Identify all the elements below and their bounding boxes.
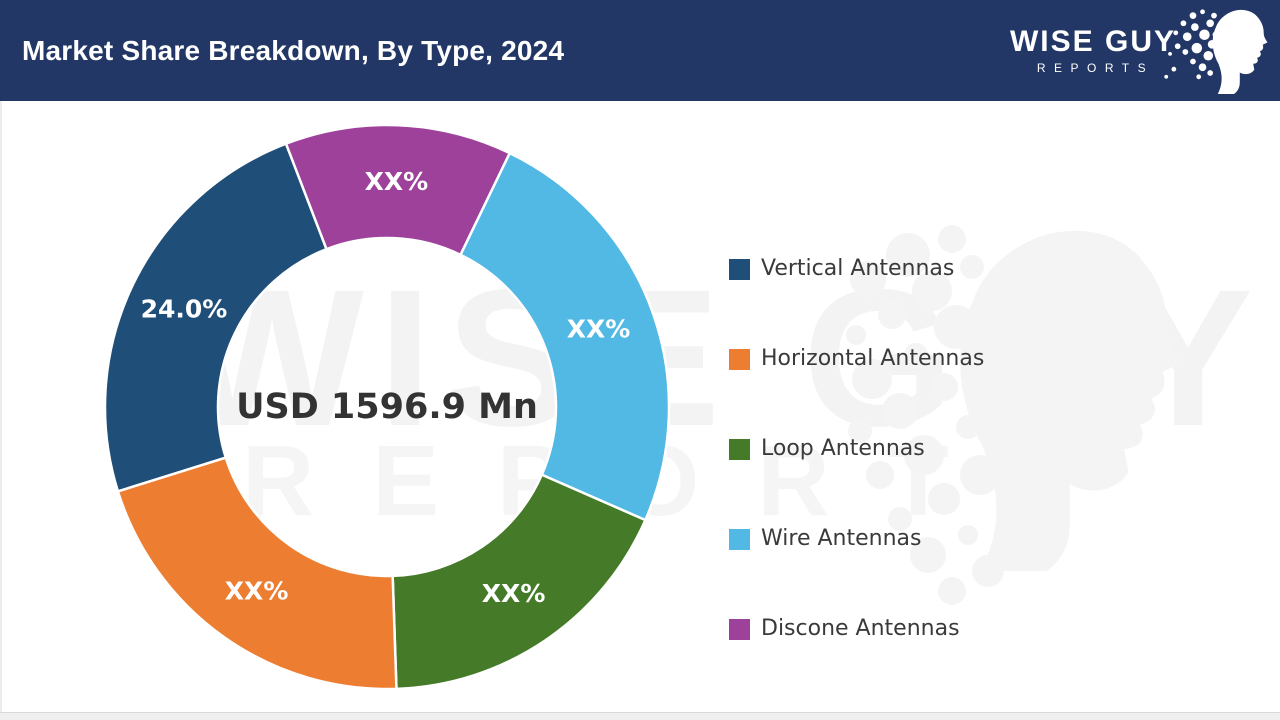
header-bar: Market Share Breakdown, By Type, 2024 WI… — [0, 0, 1280, 101]
legend-item: Discone Antennas — [729, 617, 984, 641]
legend-label: Loop Antennas — [761, 436, 925, 461]
slice-label: XX% — [567, 314, 631, 343]
donut-slice — [116, 456, 398, 691]
legend-label: Wire Antennas — [761, 526, 922, 551]
legend-swatch — [729, 438, 750, 460]
logo-tagline: REPORTS — [1036, 61, 1155, 75]
slice-label: XX% — [365, 167, 429, 196]
legend-label: Vertical Antennas — [761, 256, 955, 281]
slice-label: XX% — [225, 576, 289, 605]
donut-chart: XX% XX% XX% XX% 24.0% USD 1596.9 Mn — [103, 123, 671, 691]
chart-area: WISE GUY REPORTS XX% XX% XX% XX% 24.0% USD 1… — [0, 101, 1280, 720]
slice-label: XX% — [482, 579, 546, 608]
wise-guy-logo: WISE GUY REPORTS — [1010, 6, 1268, 96]
legend-swatch — [729, 258, 750, 280]
donut-slice — [459, 151, 671, 522]
legend-item: Vertical Antennas — [729, 257, 984, 281]
footer-bar — [0, 712, 1280, 720]
legend-swatch — [729, 528, 750, 550]
donut-center-value: USD 1596.9 Mn — [236, 387, 538, 427]
chart-legend: Vertical Antennas Horizontal Antennas Lo… — [729, 257, 984, 641]
donut-slice — [391, 473, 647, 691]
slice-label: 24.0% — [141, 294, 228, 323]
legend-label: Discone Antennas — [761, 616, 960, 641]
legend-item: Loop Antennas — [729, 437, 984, 461]
legend-label: Horizontal Antennas — [761, 346, 985, 371]
logo-text: WISE GUY REPORTS — [1009, 25, 1176, 76]
legend-item: Wire Antennas — [729, 527, 984, 551]
donut-slice — [103, 142, 328, 493]
logo-face-icon — [1164, 9, 1268, 94]
page-title: Market Share Breakdown, By Type, 2024 — [22, 34, 565, 66]
logo-name: WISE GUY — [1009, 25, 1176, 58]
legend-swatch — [729, 348, 750, 370]
legend-swatch — [729, 618, 750, 640]
legend-item: Horizontal Antennas — [729, 347, 984, 371]
